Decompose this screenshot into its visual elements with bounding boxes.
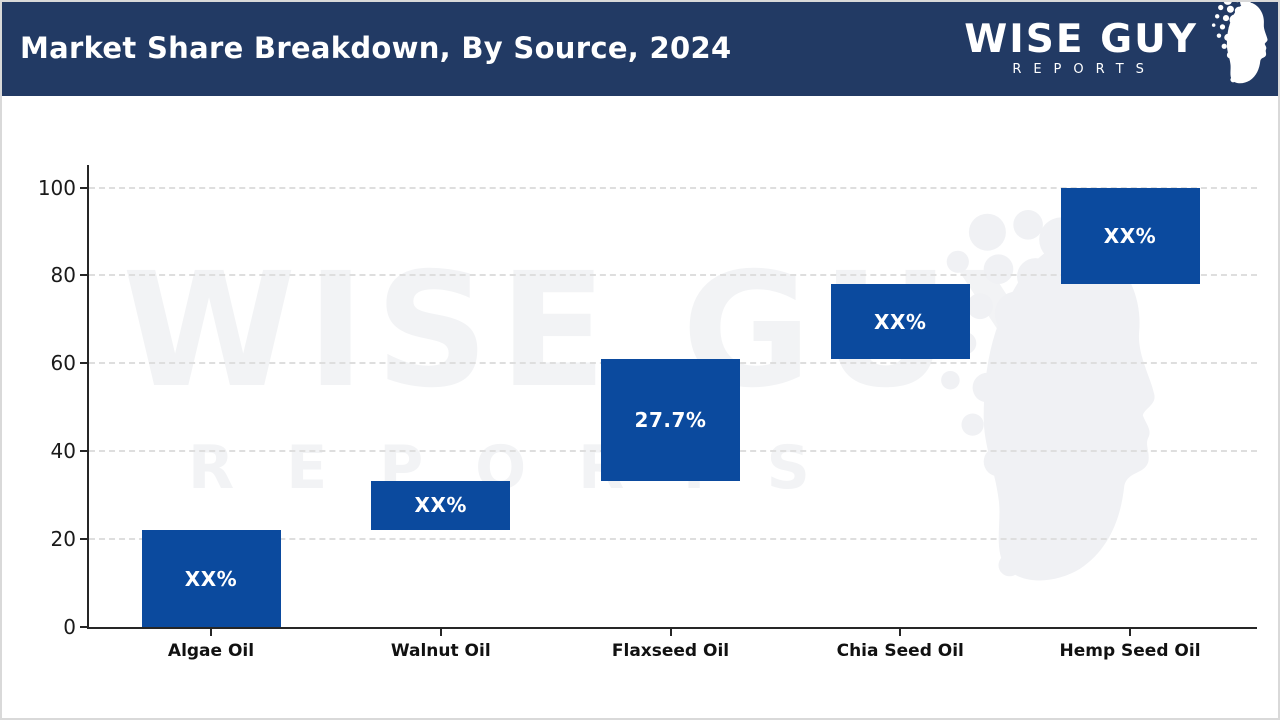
bar-value-label: XX%	[874, 309, 927, 334]
bar-value-label: XX%	[414, 493, 467, 518]
page-title: Market Share Breakdown, By Source, 2024	[20, 31, 732, 65]
y-tick-label: 60	[50, 351, 76, 376]
y-tick-mark	[80, 274, 87, 277]
y-gridline	[89, 274, 1257, 277]
y-tick-mark	[80, 626, 87, 628]
y-gridline	[89, 538, 1257, 541]
bar-segment: XX%	[141, 530, 281, 627]
y-tick-label: 20	[50, 527, 76, 552]
x-tick-mark	[899, 629, 902, 636]
brand-logo: WISE GUY REPORTS	[964, 0, 1280, 96]
y-tick-label: 40	[50, 439, 76, 464]
y-axis-line	[87, 165, 89, 629]
dotted-face-icon	[1211, 0, 1268, 84]
y-tick-mark	[80, 450, 87, 453]
y-tick-mark	[80, 186, 87, 189]
x-category-label: Algae Oil	[167, 641, 255, 661]
x-category-label: Walnut Oil	[390, 641, 491, 661]
y-tick-label: 80	[50, 263, 76, 288]
bar-value-label: XX%	[1103, 223, 1157, 248]
brand-name: WISE GUY	[964, 16, 1198, 62]
bar-value-label: XX%	[184, 566, 238, 591]
x-category-label: Flaxseed Oil	[611, 641, 730, 661]
y-tick-mark	[80, 362, 87, 365]
y-tick-mark	[80, 538, 87, 541]
bar-segment: 27.7%	[601, 358, 740, 481]
x-tick-mark	[210, 629, 212, 636]
x-tick-mark	[669, 629, 672, 636]
bar-value-label: 27.7%	[634, 407, 707, 432]
y-gridline	[89, 186, 1257, 189]
x-axis-line	[87, 627, 1257, 629]
x-category-label: Chia Seed Oil	[836, 641, 964, 661]
bar-segment: XX%	[1060, 187, 1200, 285]
brand-wordmark: WISE GUY REPORTS	[964, 20, 1198, 77]
brand-subtitle: REPORTS	[1012, 61, 1156, 77]
bar-segment: XX%	[830, 284, 970, 359]
x-tick-mark	[439, 629, 442, 636]
y-tick-label: 100	[37, 175, 76, 200]
y-tick-label: 0	[63, 615, 76, 639]
bar-segment: XX%	[371, 480, 511, 531]
x-category-label: Hemp Seed Oil	[1059, 641, 1201, 661]
header-bar: Market Share Breakdown, By Source, 2024 …	[0, 0, 1280, 96]
x-tick-mark	[1129, 629, 1131, 636]
